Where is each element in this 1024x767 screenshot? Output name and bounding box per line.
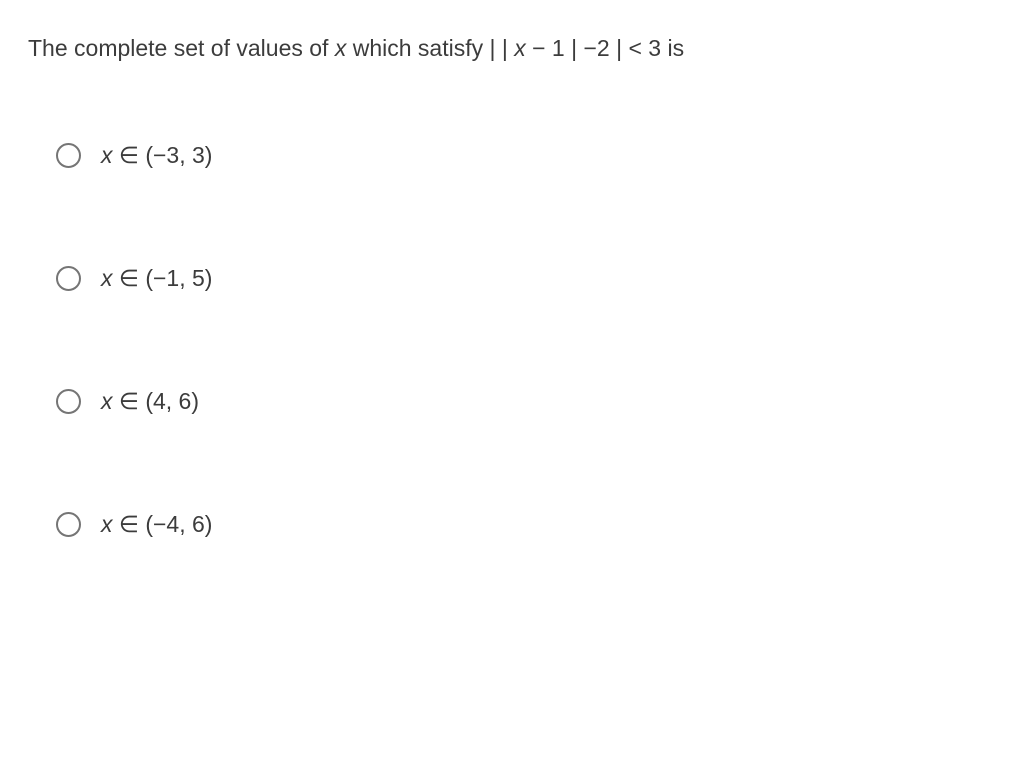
question-prefix: The complete set of values of	[28, 35, 335, 61]
option-relation: ∈ (−1, 5)	[113, 265, 213, 291]
option-variable: x	[101, 265, 113, 291]
option-variable: x	[101, 388, 113, 414]
radio-button[interactable]	[56, 512, 81, 537]
option-variable: x	[101, 511, 113, 537]
option-2[interactable]: x ∈ (−1, 5)	[56, 265, 996, 292]
radio-button[interactable]	[56, 143, 81, 168]
option-variable: x	[101, 142, 113, 168]
radio-button[interactable]	[56, 389, 81, 414]
options-container: x ∈ (−3, 3) x ∈ (−1, 5) x ∈ (4, 6) x ∈ (…	[28, 142, 996, 538]
option-1[interactable]: x ∈ (−3, 3)	[56, 142, 996, 169]
question-expr-rest: − 1 | −2 | < 3 is	[526, 35, 684, 61]
option-relation: ∈ (4, 6)	[113, 388, 200, 414]
option-3[interactable]: x ∈ (4, 6)	[56, 388, 996, 415]
option-label: x ∈ (4, 6)	[101, 388, 199, 415]
question-middle: which satisfy | |	[346, 35, 514, 61]
question-expr-var: x	[514, 35, 526, 61]
option-relation: ∈ (−4, 6)	[113, 511, 213, 537]
question-variable: x	[335, 35, 347, 61]
option-relation: ∈ (−3, 3)	[113, 142, 213, 168]
option-4[interactable]: x ∈ (−4, 6)	[56, 511, 996, 538]
radio-button[interactable]	[56, 266, 81, 291]
option-label: x ∈ (−4, 6)	[101, 511, 212, 538]
option-label: x ∈ (−1, 5)	[101, 265, 212, 292]
option-label: x ∈ (−3, 3)	[101, 142, 212, 169]
question-text: The complete set of values of x which sa…	[28, 32, 996, 64]
